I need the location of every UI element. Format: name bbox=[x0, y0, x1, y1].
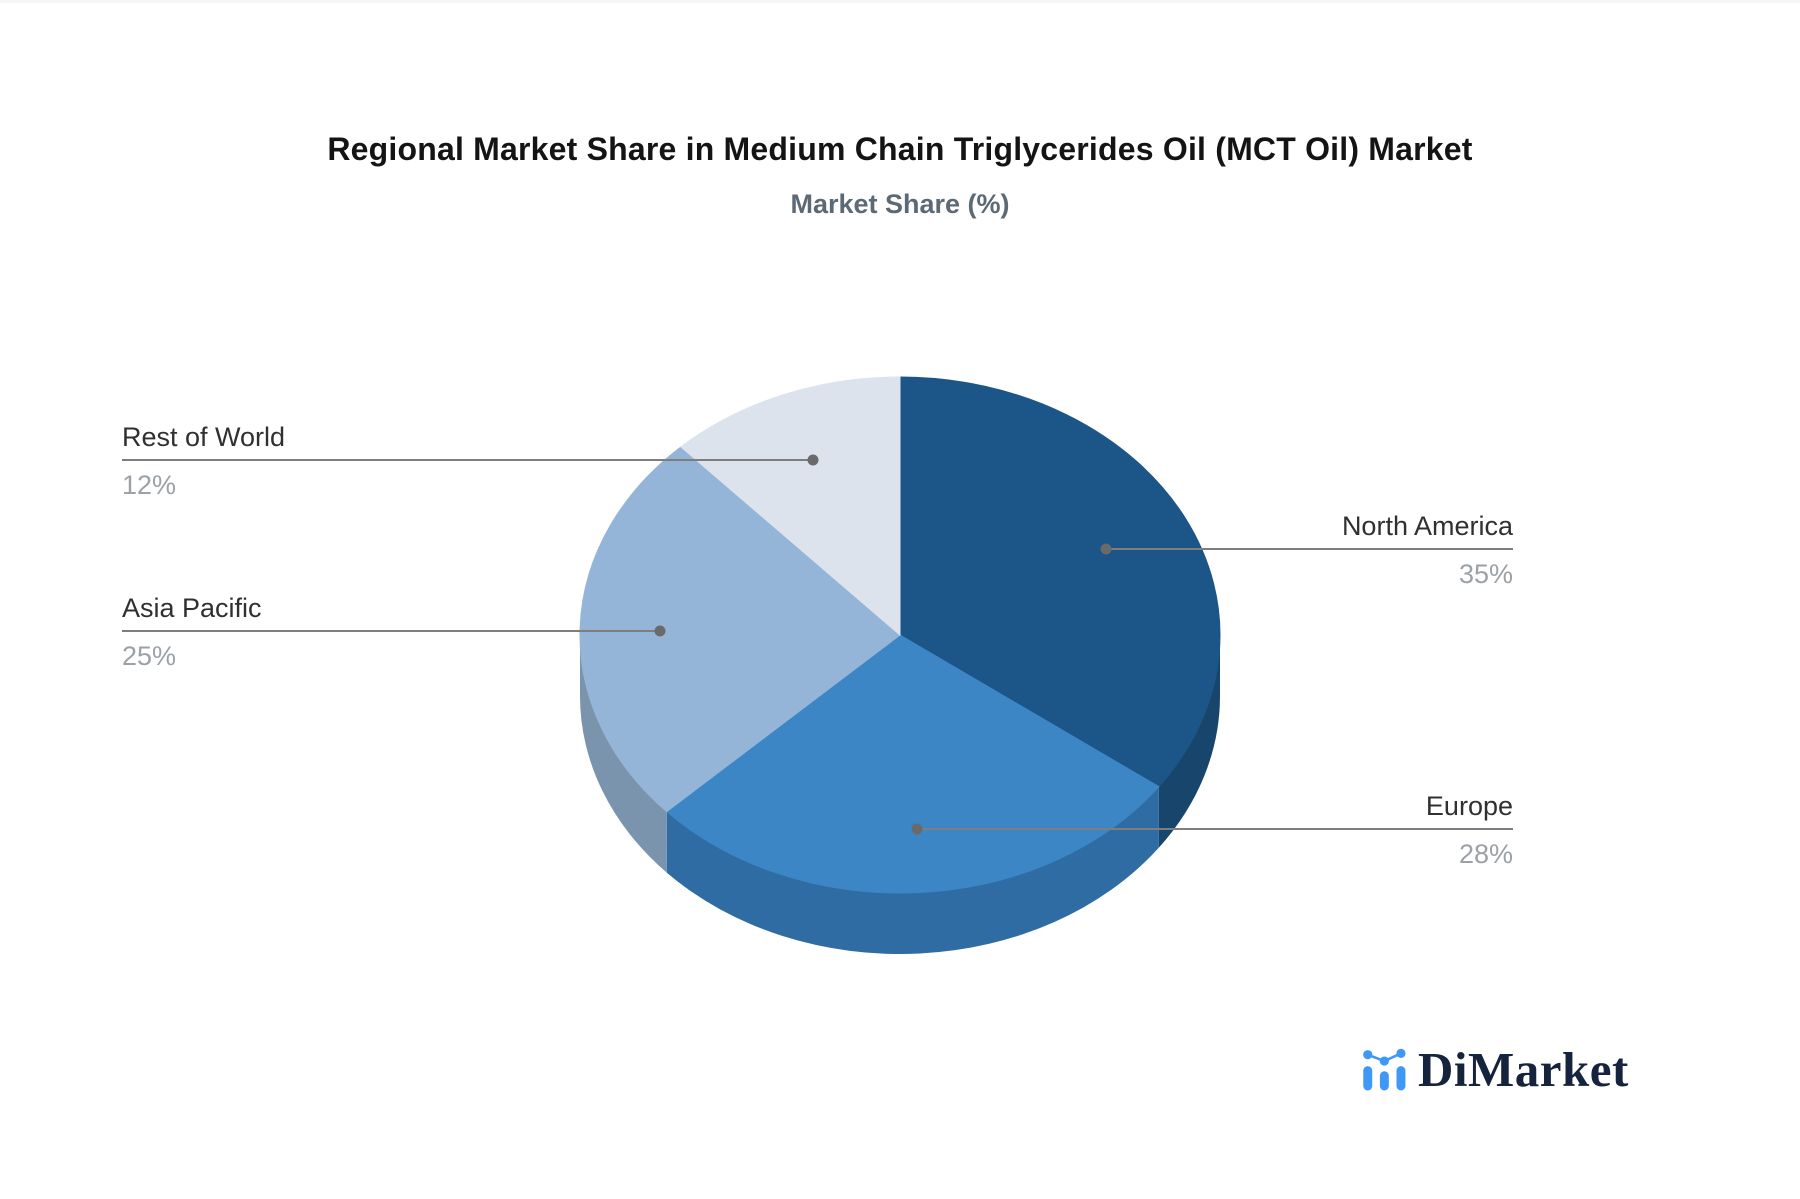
slice-value: 28% bbox=[1458, 839, 1513, 869]
brand-logo: DiMarket bbox=[1362, 1041, 1629, 1099]
leader-line bbox=[1106, 548, 1513, 550]
pie-slice-rest-of-world bbox=[680, 376, 901, 637]
pie-side-north-america bbox=[1158, 635, 1220, 848]
chart-subtitle: Market Share (%) bbox=[790, 189, 1010, 219]
pie-side-asia-pacific bbox=[580, 635, 667, 873]
leader-line bbox=[122, 459, 813, 461]
pie-slice-north-america bbox=[899, 376, 1221, 788]
pie-slice-asia-pacific bbox=[579, 446, 901, 813]
slice-value: 25% bbox=[122, 641, 177, 671]
slice-value: 35% bbox=[1458, 559, 1513, 589]
pie-chart bbox=[579, 376, 1221, 955]
leader-line bbox=[917, 828, 1513, 830]
slice-label: Europe bbox=[1425, 791, 1513, 821]
leader-dot bbox=[807, 454, 819, 466]
leader-dot bbox=[654, 625, 666, 637]
brand-name: DiMarket bbox=[1418, 1042, 1629, 1097]
chart-title: Regional Market Share in Medium Chain Tr… bbox=[327, 131, 1473, 167]
leader-line bbox=[122, 630, 660, 632]
leader-dot bbox=[1100, 543, 1112, 555]
bar-chart-logo-icon bbox=[1363, 1048, 1406, 1091]
slice-label: North America bbox=[1341, 511, 1513, 541]
slice-label: Asia Pacific bbox=[122, 593, 262, 623]
leader-dot bbox=[911, 823, 923, 835]
slice-value: 12% bbox=[122, 470, 177, 500]
slice-label: Rest of World bbox=[122, 422, 286, 452]
pie-side-europe bbox=[666, 786, 1159, 955]
